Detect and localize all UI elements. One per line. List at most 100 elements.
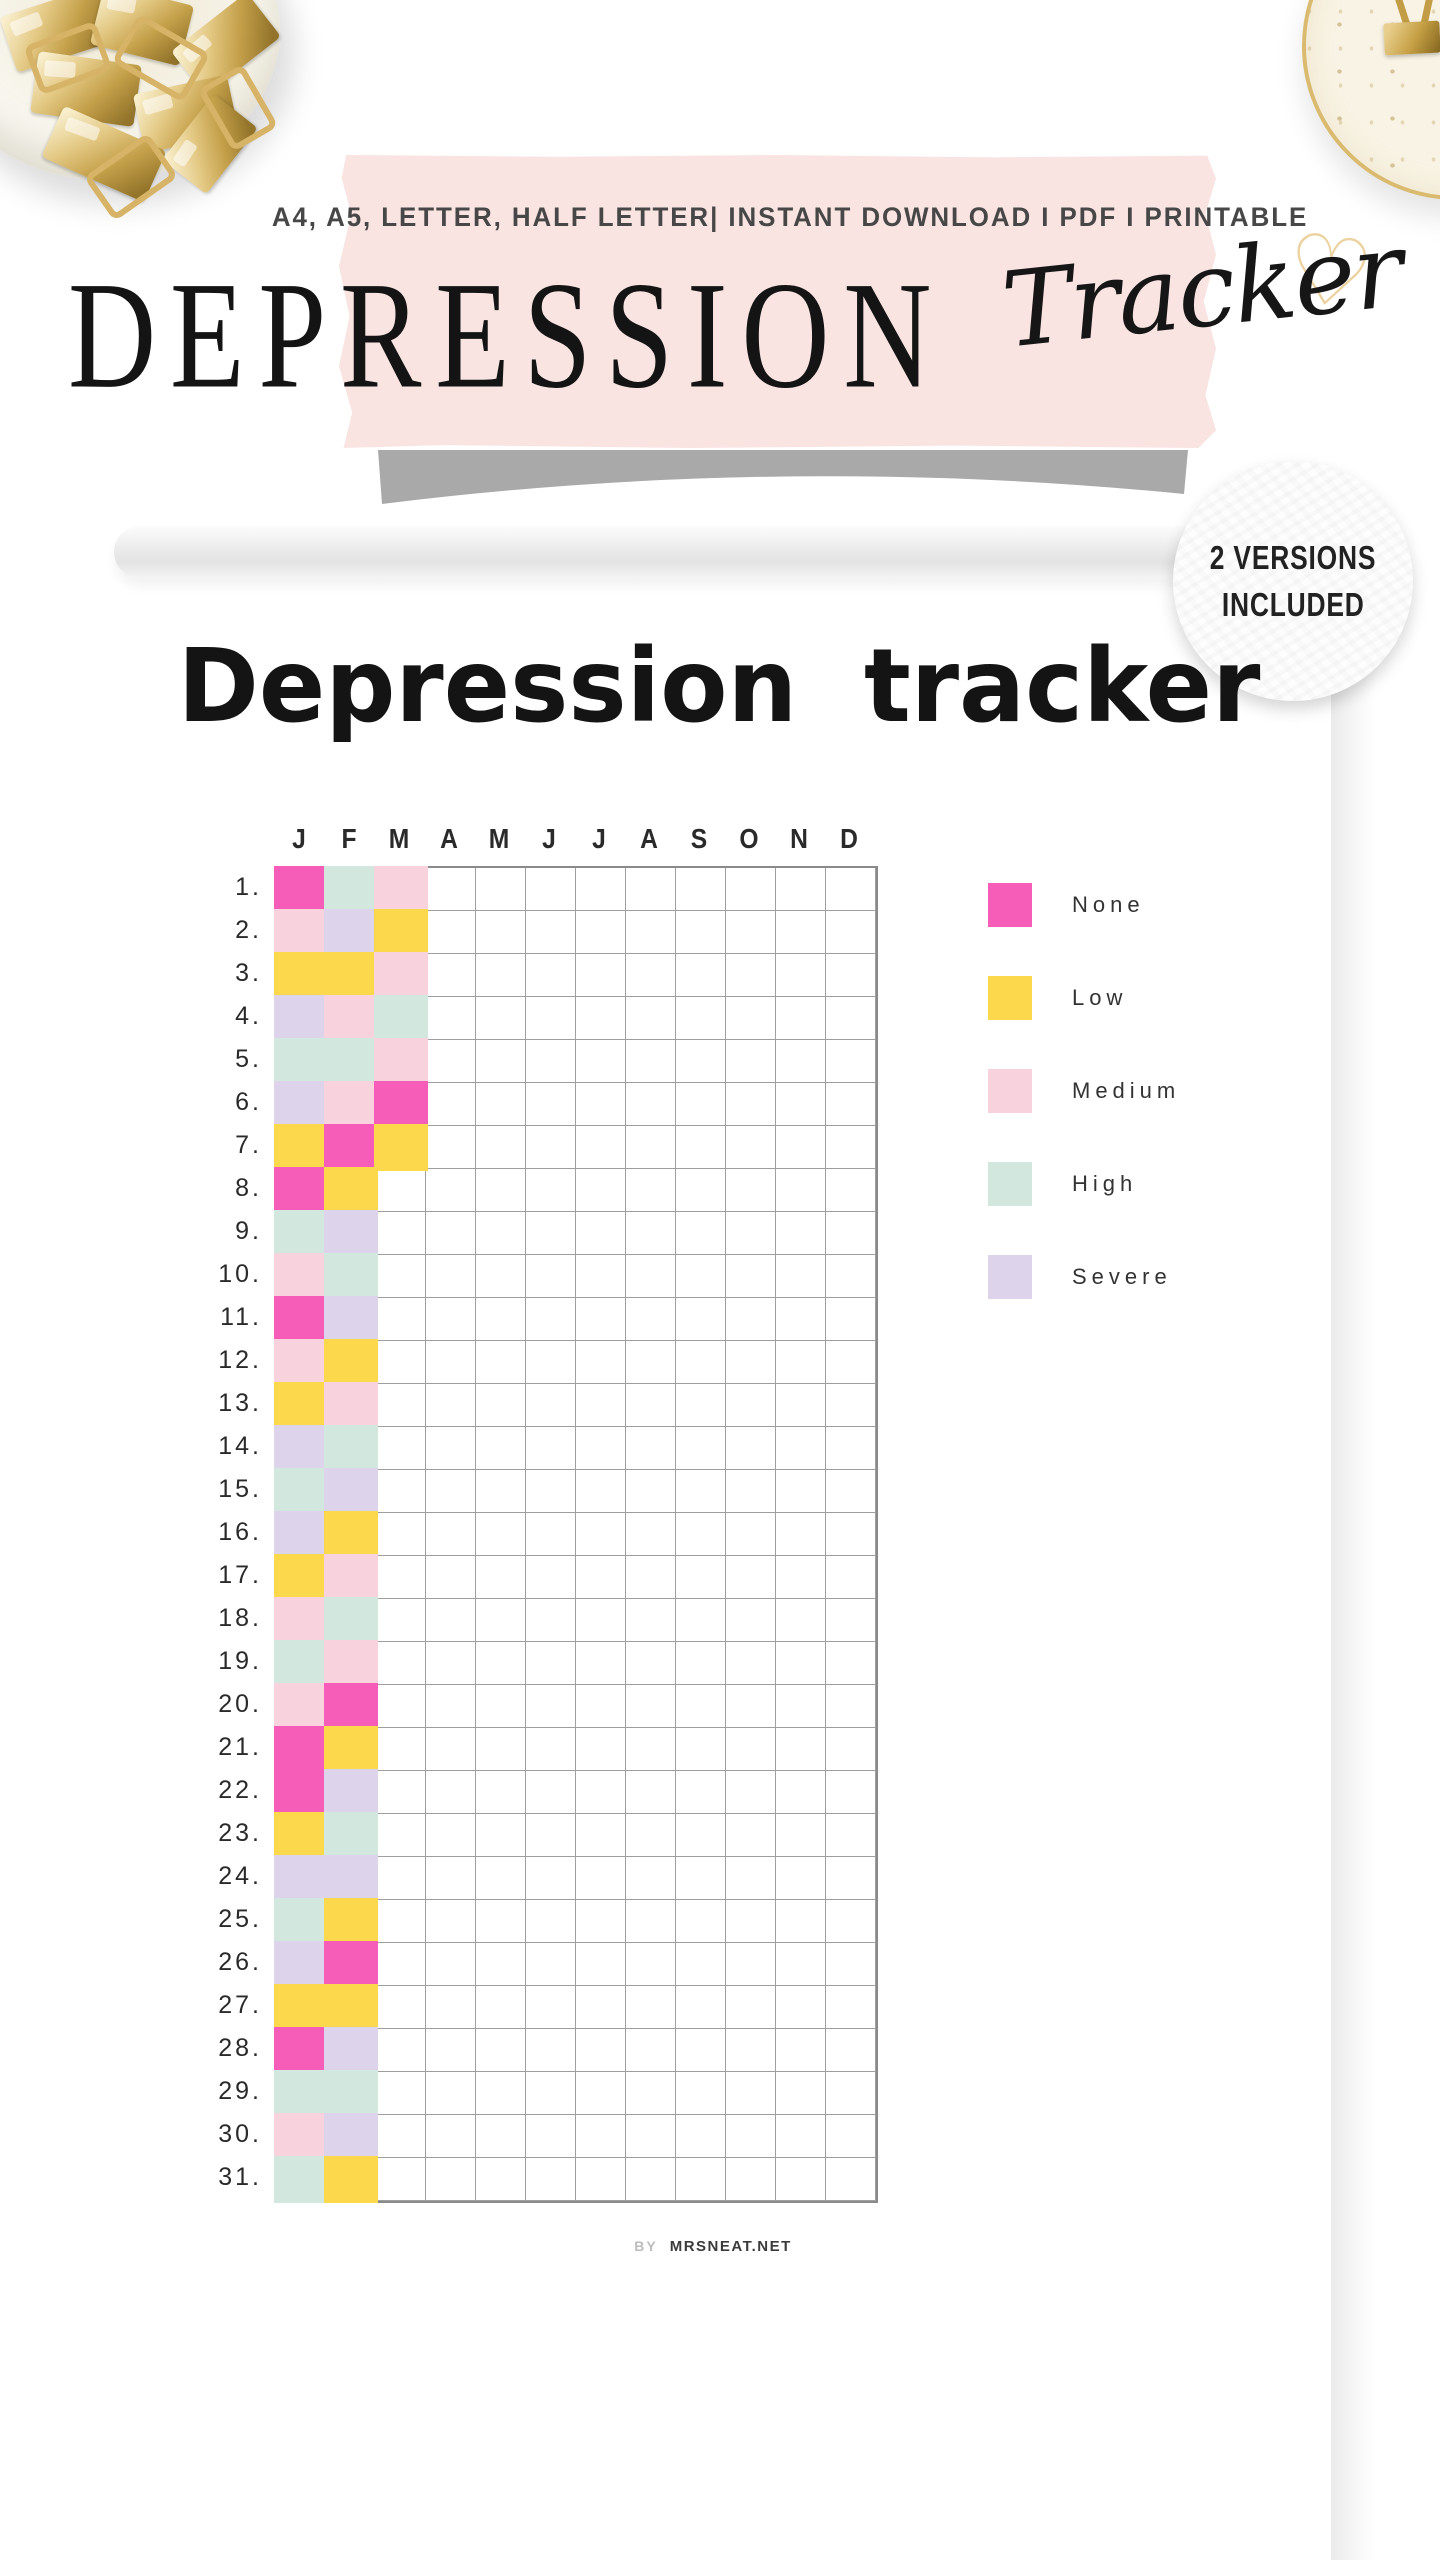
grid-cell: [526, 1341, 576, 1384]
grid-cell: [376, 1857, 426, 1900]
month-label: D: [840, 823, 858, 854]
grid-cell: [676, 1384, 726, 1427]
day-number: 21.: [218, 1733, 262, 1761]
grid-cell: [826, 1900, 876, 1943]
page-edge-shadow: [1331, 545, 1375, 2560]
grid-cell: [626, 1556, 676, 1599]
grid-cell: [426, 1470, 476, 1513]
grid-cell-medium: [274, 909, 328, 956]
grid-cell: [676, 1599, 726, 1642]
grid-cell: [826, 1513, 876, 1556]
grid-cell: [426, 2029, 476, 2072]
grid-cell: [726, 1384, 776, 1427]
grid-cell: [576, 2029, 626, 2072]
grid-cell: [526, 1126, 576, 1169]
grid-cell: [376, 1341, 426, 1384]
grid-cell: [726, 1728, 776, 1771]
grid-cell: [576, 911, 626, 954]
month-label: J: [292, 823, 306, 854]
grid-cell: [426, 1427, 476, 1470]
grid-cell-none: [324, 1124, 378, 1171]
grid-cell: [576, 1900, 626, 1943]
grid-cell: [376, 1212, 426, 1255]
day-number: 4.: [235, 1002, 262, 1030]
grid-cell: [476, 1212, 526, 1255]
grid-cell: [626, 1986, 676, 2029]
grid-cell: [426, 954, 476, 997]
legend-label: Severe: [1072, 1264, 1172, 1289]
grid-cell: [676, 2115, 726, 2158]
grid-cell-severe: [274, 1855, 328, 1902]
grid-cell: [576, 1986, 626, 2029]
grid-cell-high: [274, 1038, 328, 1085]
grid-cell: [476, 1341, 526, 1384]
grid-cell: [476, 1298, 526, 1341]
binder-clip-icon: [1383, 20, 1440, 56]
grid-cell: [526, 1169, 576, 1212]
grid-cell: [626, 1900, 676, 1943]
month-label: J: [542, 823, 556, 854]
grid-cell: [476, 1857, 526, 1900]
grid-cell-low: [324, 1339, 378, 1386]
grid-cell: [826, 1255, 876, 1298]
legend-swatch-none: [988, 883, 1032, 927]
grid-cell: [776, 1513, 826, 1556]
grid-cell: [826, 1040, 876, 1083]
grid-cell-severe: [324, 1468, 378, 1515]
grid-cell: [676, 2158, 726, 2201]
grid-cell-none: [274, 1769, 328, 1816]
grid-cell: [476, 1513, 526, 1556]
grid-cell: [576, 1126, 626, 1169]
grid-cell: [426, 1513, 476, 1556]
grid-cell-low: [274, 1984, 328, 2031]
grid-cell: [526, 1728, 576, 1771]
grid-cell: [826, 1384, 876, 1427]
grid-cell-none: [274, 1167, 328, 1214]
grid-cell: [376, 1900, 426, 1943]
grid-cell: [826, 997, 876, 1040]
grid-cell: [376, 1728, 426, 1771]
grid-cell: [476, 1427, 526, 1470]
grid-cell: [476, 1255, 526, 1298]
grid-cell: [676, 1857, 726, 1900]
grid-cell: [576, 1341, 626, 1384]
grid-cell: [426, 2072, 476, 2115]
grid-cell-none: [324, 1941, 378, 1988]
credit: BY MRSNEAT.NET: [634, 2238, 792, 2256]
grid-cell: [526, 1943, 576, 1986]
product-title-main: DEPRESSION: [68, 249, 946, 420]
grid-cell: [576, 1685, 626, 1728]
grid-cell: [576, 997, 626, 1040]
grid-cell: [776, 1427, 826, 1470]
grid-cell: [526, 1599, 576, 1642]
grid-cell: [426, 1685, 476, 1728]
grid-cell: [476, 1685, 526, 1728]
grid-cell: [476, 2072, 526, 2115]
grid-cell-medium: [274, 1597, 328, 1644]
grid-cell: [526, 1556, 576, 1599]
grid-cell-severe: [324, 2113, 378, 2160]
grid-cell: [476, 911, 526, 954]
grid-cell: [526, 1814, 576, 1857]
grid-cell: [726, 1642, 776, 1685]
grid-cell: [376, 2072, 426, 2115]
grid-cell-low: [324, 952, 378, 999]
legend-item-none: None: [988, 883, 1180, 927]
grid-cell-medium: [374, 866, 428, 913]
grid-cell: [826, 2072, 876, 2115]
grid-cell: [376, 1943, 426, 1986]
grid-cell: [776, 1255, 826, 1298]
grid-cell: [726, 1470, 776, 1513]
grid-cell-none: [274, 1296, 328, 1343]
grid-cell-severe: [324, 1769, 378, 1816]
grid-cell: [526, 2158, 576, 2201]
month-label: J: [592, 823, 606, 854]
grid-cell: [576, 1255, 626, 1298]
grid-cell: [826, 1470, 876, 1513]
grid-cell: [476, 1943, 526, 1986]
day-number: 22.: [218, 1776, 262, 1804]
grid-cell: [426, 1771, 476, 1814]
legend-item-severe: Severe: [988, 1255, 1180, 1299]
grid-cell: [576, 1427, 626, 1470]
grid-cell: [726, 1943, 776, 1986]
